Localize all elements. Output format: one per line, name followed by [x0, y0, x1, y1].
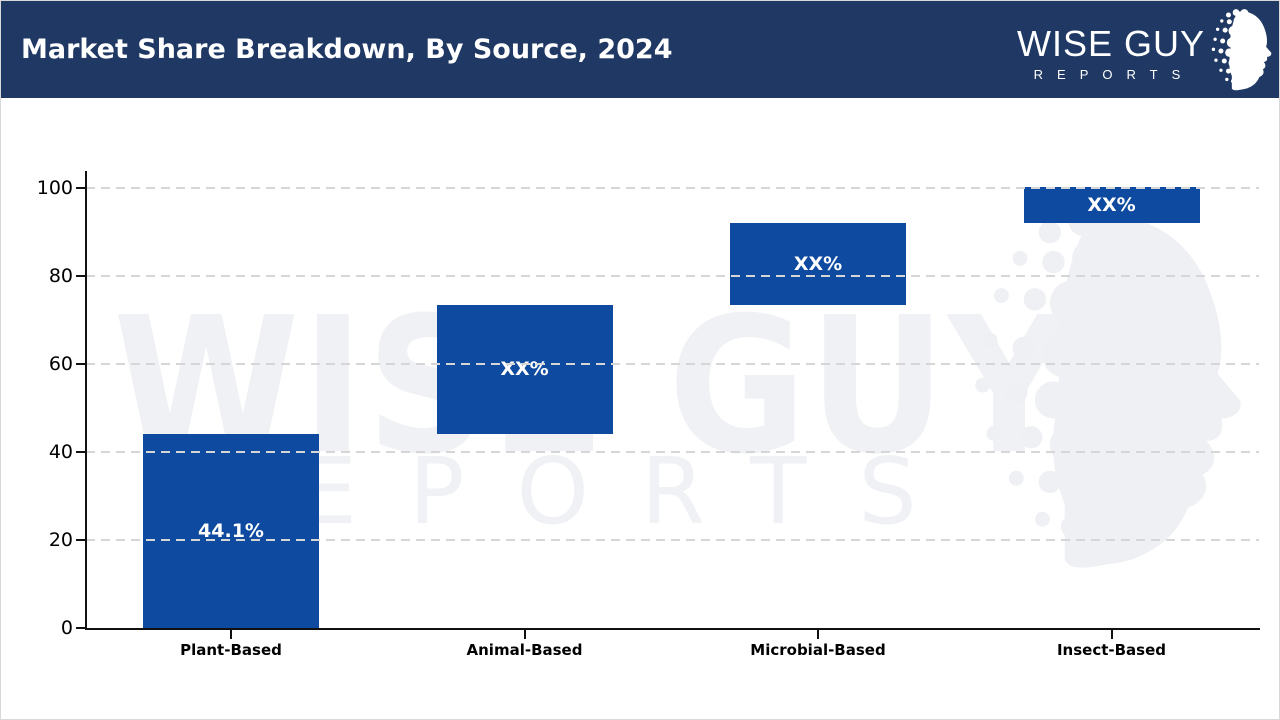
y-tick-label: 60 [48, 353, 73, 375]
y-tick-mark [76, 451, 85, 453]
y-axis-line [85, 171, 87, 630]
grid-line-60 [86, 363, 1259, 365]
logo-wordmark: WISE GUY [1016, 23, 1205, 64]
y-tick-label: 80 [48, 265, 73, 287]
logo-subtext: REPORTS [1033, 67, 1195, 82]
bar-microbial-based: XX% [730, 223, 906, 305]
bar-value-label: XX% [793, 252, 843, 275]
logo-text: WISE GUY REPORTS [1017, 23, 1205, 82]
bar-animal-based: XX% [436, 304, 613, 434]
y-tick-label: 20 [48, 529, 73, 551]
bar-value-label: XX% [500, 358, 549, 381]
bar-value-label: XX% [1087, 193, 1136, 216]
y-tick-label: 100 [36, 177, 73, 199]
page-title: Market Share Breakdown, By Source, 2024 [21, 34, 673, 65]
y-tick-mark [76, 363, 85, 365]
x-tick-label-plant-based: Plant-Based [180, 641, 282, 659]
y-tick-mark [76, 275, 85, 277]
header-bar: Market Share Breakdown, By Source, 2024 … [1, 1, 1279, 98]
x-tick-mark [817, 630, 819, 639]
grid-line-20 [86, 539, 1259, 541]
bar-insect-based: XX% [1023, 186, 1200, 224]
y-tick-mark [76, 627, 85, 629]
x-tick-mark [523, 630, 526, 639]
y-tick-label: 0 [60, 617, 73, 639]
y-tick-mark [76, 539, 85, 541]
bar-value-label: 44.1% [198, 519, 264, 542]
x-axis-line [85, 628, 1260, 630]
y-tick-label: 40 [48, 441, 73, 463]
x-tick-mark [230, 630, 232, 639]
x-tick-label-animal-based: Animal-Based [466, 641, 583, 659]
wiseguy-head-icon [1185, 9, 1277, 93]
grid-line-80 [86, 275, 1259, 277]
grid-line-100 [86, 187, 1259, 189]
watermark-head-icon [856, 206, 1266, 579]
bar-plant-based: 44.1% [143, 433, 319, 628]
x-tick-mark [1110, 630, 1113, 639]
y-tick-mark [76, 187, 85, 189]
x-tick-label-microbial-based: Microbial-Based [750, 641, 886, 659]
brand-logo: WISE GUY REPORTS [1017, 1, 1273, 98]
grid-line-40 [86, 451, 1259, 453]
x-tick-label-insect-based: Insect-Based [1056, 641, 1167, 659]
